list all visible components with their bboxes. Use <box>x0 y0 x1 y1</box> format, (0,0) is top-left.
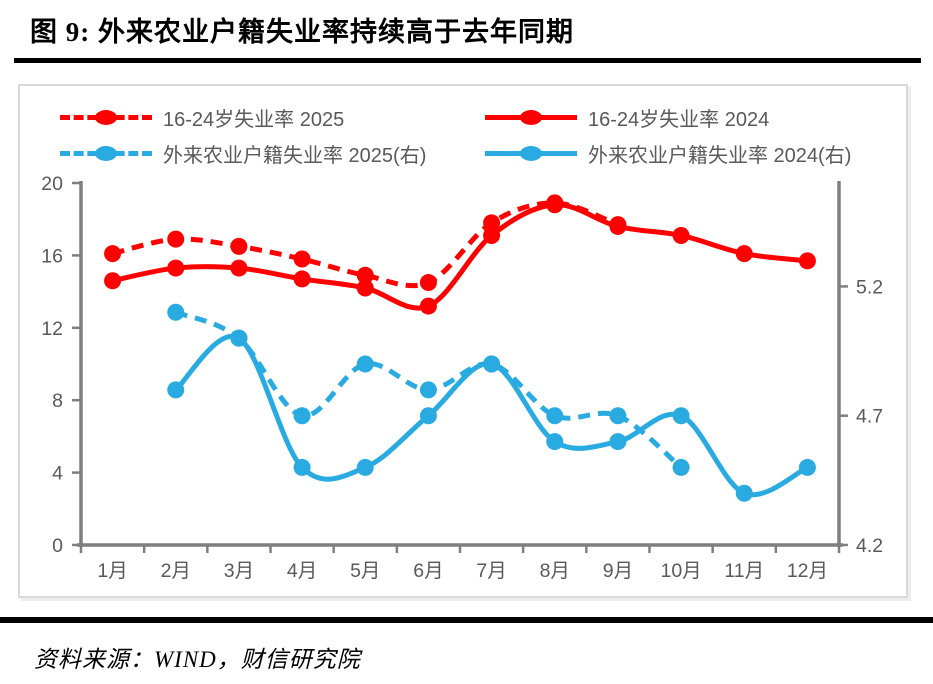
data-point-series-2 <box>293 407 311 425</box>
right-axis-tick-label: 4.2 <box>856 535 883 557</box>
legend-marker-red-dashed-icon <box>60 110 152 125</box>
legend-item-migrant-2025: 外来农业户籍失业率 2025(右) <box>60 140 427 167</box>
legend-item-youth-2024: 16-24岁失业率 2024 <box>485 104 770 131</box>
x-axis-month-label: 4月 <box>287 560 317 582</box>
right-axis-tick-label: 5.2 <box>856 276 883 298</box>
data-point-series-3 <box>419 407 437 425</box>
data-point-series-3 <box>735 484 753 502</box>
data-point-series-3 <box>609 433 627 451</box>
left-axis-tick-label: 0 <box>52 535 63 557</box>
legend-label: 外来农业户籍失业率 2024(右) <box>588 144 852 167</box>
data-point-series-1 <box>735 245 753 263</box>
legend-item-migrant-2024: 外来农业户籍失业率 2024(右) <box>485 140 852 167</box>
data-point-series-3 <box>167 381 185 399</box>
x-axis-month-label: 10月 <box>660 560 701 582</box>
left-axis-tick-label: 4 <box>52 463 63 485</box>
data-point-series-3 <box>356 458 374 476</box>
left-axis-tick-label: 20 <box>41 173 63 195</box>
legend-marker-red-solid-icon <box>485 110 577 125</box>
data-point-series-1 <box>356 279 374 297</box>
data-point-series-2 <box>167 303 185 321</box>
x-axis-month-label: 9月 <box>603 560 633 582</box>
x-axis-month-label: 2月 <box>161 560 191 582</box>
title-divider <box>14 58 921 63</box>
legend-marker-blue-dashed-icon <box>60 146 152 161</box>
x-axis-month-label: 12月 <box>787 560 828 582</box>
legend-marker-blue-solid-icon <box>485 146 577 161</box>
source-note: 资料来源：WIND，财信研究院 <box>34 647 361 672</box>
data-point-series-2 <box>419 381 437 399</box>
data-point-series-3 <box>483 355 501 373</box>
data-point-series-1 <box>609 217 627 235</box>
figure-title: 图 9: 外来农业户籍失业率持续高于去年同期 <box>30 17 574 47</box>
data-point-series-1 <box>293 270 311 288</box>
data-point-series-3 <box>672 407 690 425</box>
x-axis-month-label: 11月 <box>724 560 764 582</box>
data-point-series-1 <box>104 272 122 290</box>
data-point-series-0 <box>104 245 122 263</box>
legend-item-youth-2025: 16-24岁失业率 2025 <box>60 104 345 131</box>
data-point-series-2 <box>546 407 564 425</box>
data-point-series-1 <box>546 196 564 214</box>
data-point-series-2 <box>672 458 690 476</box>
legend-label: 外来农业户籍失业率 2025(右) <box>163 144 427 167</box>
x-axis-month-label: 7月 <box>476 560 506 582</box>
data-point-series-1 <box>672 226 690 244</box>
legend-label: 16-24岁失业率 2024 <box>588 108 770 131</box>
data-point-series-0 <box>483 214 501 232</box>
data-point-series-0 <box>230 237 248 255</box>
left-axis-tick-label: 12 <box>41 318 63 340</box>
chart-panel: 16-24岁失业率 2025 16-24岁失业率 2024 外来农业户籍失业率 … <box>18 84 908 598</box>
data-point-series-3 <box>546 433 564 451</box>
data-point-series-2 <box>356 355 374 373</box>
footer-divider <box>0 617 933 623</box>
data-point-series-1 <box>167 259 185 277</box>
series-line-0 <box>111 200 619 289</box>
x-axis-month-label: 3月 <box>224 560 254 582</box>
x-axis-month-label: 6月 <box>413 560 443 582</box>
data-point-series-0 <box>419 274 437 292</box>
left-axis-tick-label: 16 <box>41 245 63 267</box>
chart-plot: 0 4 8 12 16 20 4.2 4.7 5.2 1月 2月 3月 4月 5月 6月 7月 8月 9月 10月 1… <box>41 173 883 582</box>
data-point-series-1 <box>798 252 816 270</box>
data-point-series-0 <box>293 250 311 268</box>
data-point-series-2 <box>609 407 627 425</box>
x-axis-month-label: 8月 <box>540 560 570 582</box>
data-point-series-1 <box>483 226 501 244</box>
left-axis-tick-label: 8 <box>52 390 63 412</box>
data-point-series-1 <box>230 259 248 277</box>
x-axis-month-label: 5月 <box>350 560 380 582</box>
data-point-series-3 <box>293 458 311 476</box>
x-axis-month-label: 1月 <box>97 560 127 582</box>
data-point-series-3 <box>798 458 816 476</box>
legend-label: 16-24岁失业率 2025 <box>163 108 345 131</box>
right-axis-tick-label: 4.7 <box>856 406 883 428</box>
data-point-series-0 <box>356 266 374 284</box>
data-point-series-1 <box>419 297 437 315</box>
data-point-series-3 <box>230 329 248 347</box>
data-point-series-0 <box>167 230 185 248</box>
